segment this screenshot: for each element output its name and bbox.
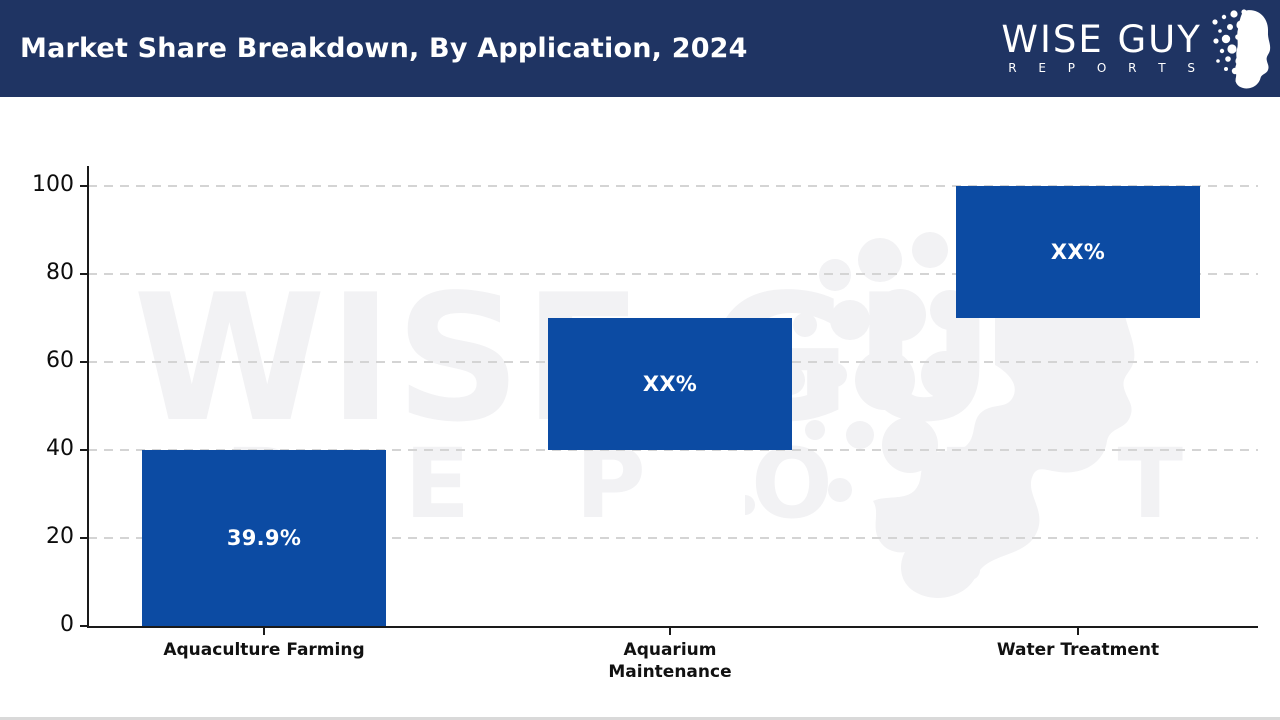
x-tick-mark-1 [263, 628, 265, 635]
header-bar: Market Share Breakdown, By Application, … [0, 0, 1280, 97]
x-category-label-2: Aquarium Maintenance [608, 640, 732, 682]
x-axis-line [87, 626, 1258, 628]
y-tick-label-80: 80 [46, 260, 74, 285]
chart-title: Market Share Breakdown, By Application, … [20, 33, 748, 64]
gridline-80 [88, 273, 1258, 275]
y-tick-mark-20 [80, 537, 88, 539]
brand-name: WISE GUY [1001, 18, 1202, 61]
y-axis-line [87, 166, 89, 628]
bar-value-label-3: XX% [1050, 240, 1106, 264]
bar-value-label-1: 39.9% [226, 526, 302, 551]
brand-head-icon [1212, 8, 1271, 88]
y-tick-mark-80 [80, 273, 88, 275]
y-tick-mark-0 [80, 625, 88, 627]
y-tick-mark-40 [80, 449, 88, 451]
bar-2: XX% [548, 318, 792, 450]
brand-logo-text: WISE GUY R E P O R T S [999, 18, 1204, 75]
y-tick-label-60: 60 [46, 348, 74, 373]
bar-1: 39.9% [142, 450, 386, 626]
x-tick-mark-3 [1077, 628, 1079, 635]
x-tick-mark-2 [669, 628, 671, 635]
y-tick-label-100: 100 [32, 172, 74, 197]
y-tick-label-0: 0 [60, 612, 74, 637]
gridline-100 [88, 185, 1258, 187]
y-tick-mark-60 [80, 361, 88, 363]
x-category-label-1: Aquaculture Farming [163, 640, 365, 660]
y-tick-mark-100 [80, 185, 88, 187]
brand-logo: WISE GUY R E P O R T S [999, 0, 1272, 97]
bar-value-label-2: XX% [642, 372, 698, 396]
y-tick-label-40: 40 [46, 436, 74, 461]
brand-subname: R E P O R T S [1008, 61, 1204, 75]
gridline-40 [88, 449, 1258, 451]
bar-3: XX% [956, 186, 1200, 318]
gridline-20 [88, 537, 1258, 539]
x-category-label-3: Water Treatment [996, 640, 1160, 660]
y-tick-label-20: 20 [46, 524, 74, 549]
